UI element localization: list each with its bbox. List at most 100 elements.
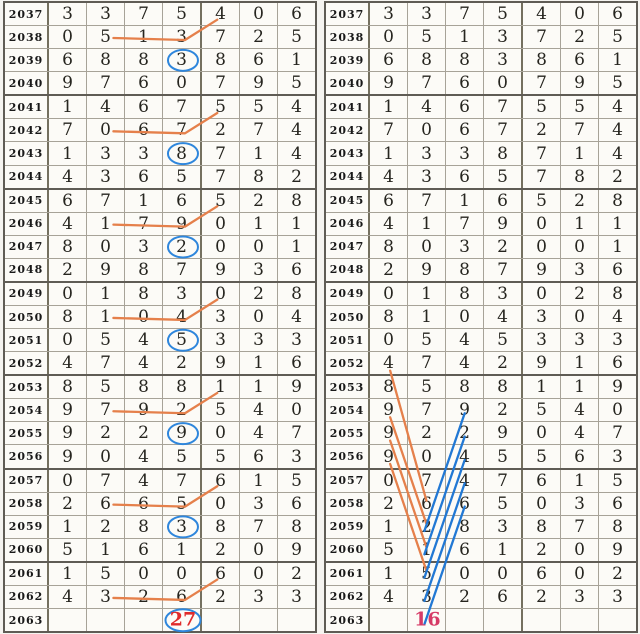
period-label-2051: 2051	[326, 329, 370, 352]
cell-left-2055-c3: 2	[125, 422, 163, 445]
cell-left-2054-c7: 0	[291, 400, 302, 421]
cell-left-2060-c3: 6	[125, 538, 163, 561]
cell-left-2049-c4: 3	[163, 282, 202, 306]
period-label-2056: 2056	[326, 445, 370, 468]
cell-left-2041-c7: 4	[291, 97, 302, 118]
cell-right-2046-c2: 1	[408, 212, 446, 235]
cell-right-2037-c5: 4	[523, 3, 561, 26]
cell-left-2055-c1: 9	[49, 422, 87, 445]
cell-left-2049-c1: 0	[49, 282, 87, 306]
period-label-2043: 2043	[5, 142, 49, 165]
cell-right-2045-c3: 1	[446, 189, 484, 212]
row-left-2047: 2047 8 0 3 2 0 0 1	[5, 235, 315, 259]
cell-left-2059-c6: 7	[240, 515, 278, 538]
cell-right-2057-c4: 7	[484, 469, 523, 492]
cell-left-2037-c5: 4	[202, 3, 240, 26]
cell-left-2056-c3: 4	[125, 445, 163, 468]
row-right-2056: 2056 9 0 4 5 5 6 3	[326, 445, 636, 470]
cell-left-2058-c5: 0	[202, 492, 240, 515]
period-label-2058: 2058	[326, 492, 370, 515]
cell-left-2041-c3: 6	[125, 96, 163, 119]
cell-left-2062-c6: 3	[240, 585, 278, 609]
cell-left-2047-c2: 0	[87, 235, 125, 258]
cell-right-2054-c7: 0	[612, 400, 623, 421]
cell-right-2044-c6: 8	[561, 165, 599, 188]
cell-left-2053-c3: 8	[125, 376, 163, 399]
cell-right-2037-c7: 6	[612, 4, 623, 25]
cell-right-2044-c1: 4	[370, 165, 408, 188]
cell-right-2042-c5: 2	[523, 119, 561, 142]
cell-right-2054-c6: 4	[561, 399, 599, 422]
cell-left-2054-c5: 5	[202, 399, 240, 422]
cell-left-2039-c1: 6	[49, 49, 87, 72]
cell-left-2042-c2: 0	[87, 119, 125, 142]
row-left-2054: 2054 9 7 9 2 5 4 0	[5, 399, 315, 423]
cell-left-2047-c5: 0	[202, 235, 240, 258]
cell-left-2058-c6: 3	[240, 492, 278, 515]
cell-right-2050-c4: 4	[484, 306, 523, 329]
cell-right-2049-c2: 1	[408, 282, 446, 306]
row-left-2056: 2056 9 0 4 5 5 6 3	[5, 445, 315, 470]
row-left-2063: 2063	[5, 609, 315, 632]
row-right-2044: 2044 4 3 6 5 7 8 2	[326, 165, 636, 190]
cell-right-2056-c2: 0	[408, 445, 446, 468]
cell-left-2038-c4: 3	[163, 26, 202, 49]
cell-right-2041-c7: 4	[612, 97, 623, 118]
cell-left-2048-c1: 2	[49, 258, 87, 281]
cell-left-2055-c5: 0	[202, 422, 240, 445]
cell-right-2046-c6: 1	[561, 212, 599, 235]
cell-right-2044-c7: 2	[612, 166, 623, 187]
cell-left-2051-c7: 3	[291, 330, 302, 351]
cell-right-2062-c7: 3	[612, 586, 623, 607]
cell-left-2052-c4: 2	[163, 352, 202, 375]
period-label-2057: 2057	[5, 469, 49, 492]
cell-left-2037-c3: 7	[125, 3, 163, 26]
cell-right-2040-c2: 7	[408, 72, 446, 95]
cell-right-2063-c5	[523, 609, 561, 632]
cell-right-2047-c4: 2	[484, 235, 523, 258]
period-label-2044: 2044	[326, 165, 370, 188]
cell-right-2056-c1: 9	[370, 445, 408, 468]
cell-left-2040-c5: 7	[202, 72, 240, 95]
cell-right-2058-c7: 6	[612, 493, 623, 514]
row-right-2054: 2054 9 7 9 2 5 4 0	[326, 399, 636, 423]
cell-right-2061-c2: 5	[408, 562, 446, 585]
cell-left-2062-c7: 3	[291, 586, 302, 607]
row-right-2058: 2058 2 6 6 5 0 3 6	[326, 492, 636, 516]
cell-right-2047-c2: 0	[408, 235, 446, 258]
period-label-2060: 2060	[326, 538, 370, 561]
cell-right-2063-c1	[370, 609, 408, 632]
cell-left-2049-c3: 8	[125, 282, 163, 306]
cell-left-2061-c6: 0	[240, 562, 278, 585]
cell-right-2053-c3: 8	[446, 376, 484, 399]
cell-right-2039-c3: 8	[446, 49, 484, 72]
cell-left-2042-c1: 7	[49, 119, 87, 142]
cell-left-2050-c3: 0	[125, 306, 163, 329]
cell-right-2058-c5: 0	[523, 492, 561, 515]
cell-left-2051-c6: 3	[240, 329, 278, 352]
cell-right-2055-c1: 9	[370, 422, 408, 445]
cell-left-2048-c7: 6	[291, 259, 302, 280]
period-label-2054: 2054	[326, 399, 370, 422]
row-left-2044: 2044 4 3 6 5 7 8 2	[5, 165, 315, 190]
cell-right-2063-c4	[484, 609, 523, 632]
cell-left-2053-c5: 1	[202, 376, 240, 399]
cell-right-2039-c1: 6	[370, 49, 408, 72]
cell-right-2054-c3: 9	[446, 399, 484, 422]
cell-left-2040-c3: 6	[125, 72, 163, 95]
cell-right-2038-c6: 2	[561, 26, 599, 49]
cell-left-2054-c1: 9	[49, 399, 87, 422]
cell-right-2037-c6: 0	[561, 3, 599, 26]
cell-left-2063-c6	[240, 609, 278, 632]
cell-left-2037-c4: 5	[163, 3, 202, 26]
cell-left-2045-c5: 5	[202, 189, 240, 212]
cell-right-2049-c1: 0	[370, 282, 408, 306]
cell-right-2050-c2: 1	[408, 306, 446, 329]
cell-left-2050-c6: 0	[240, 306, 278, 329]
period-label-2037: 2037	[5, 3, 49, 26]
cell-left-2049-c7: 8	[291, 283, 302, 304]
cell-right-2049-c5: 0	[523, 282, 561, 306]
cell-left-2041-c4: 7	[163, 96, 202, 119]
cell-right-2061-c4: 0	[484, 562, 523, 585]
cell-left-2037-c1: 3	[49, 3, 87, 26]
